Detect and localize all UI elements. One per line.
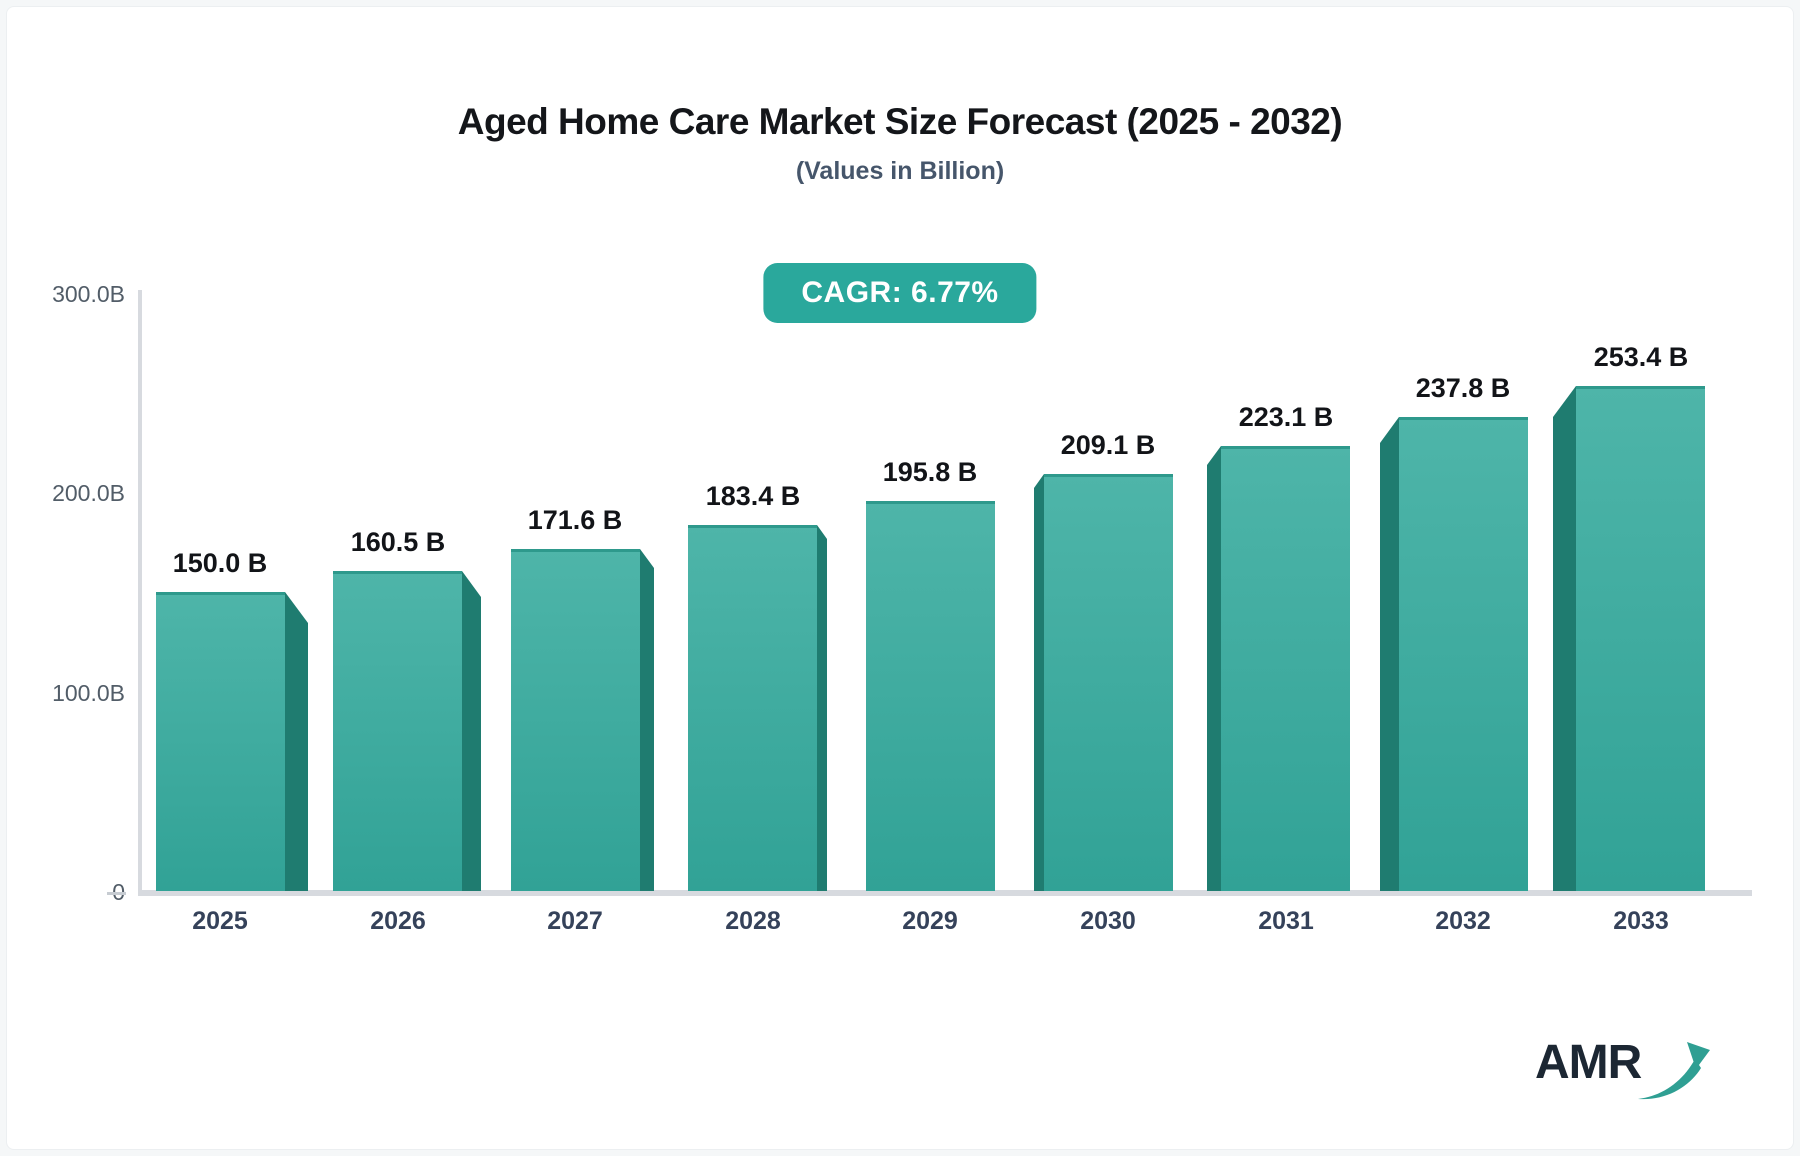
x-tick-label: 2028: [725, 907, 781, 935]
bar-top-edge: [688, 525, 817, 528]
x-axis-line: [138, 890, 1752, 896]
cagr-badge: CAGR: 6.77%: [763, 263, 1037, 323]
chart-title: Aged Home Care Market Size Forecast (202…: [457, 101, 1343, 142]
bar-2026: [333, 571, 481, 891]
x-tick-label: 2030: [1080, 907, 1136, 935]
bar-side-face: [1207, 446, 1221, 891]
bar-value-label: 160.5 B: [350, 527, 446, 557]
bar-value-label: 150.0 B: [172, 548, 268, 578]
x-tick-label: 2027: [547, 907, 603, 935]
bar-front-face: [866, 501, 995, 891]
chart-subtitle: (Values in Billion): [795, 157, 1005, 185]
x-tick-label: 2033: [1613, 907, 1669, 935]
bar-side-face: [462, 571, 481, 891]
logo-text: AMR: [1535, 1036, 1642, 1089]
x-tick-label: 2032: [1435, 907, 1491, 935]
logo: AMR: [1535, 1036, 1711, 1103]
bar-2030: [1034, 474, 1173, 891]
x-tick-label: 2026: [370, 907, 426, 935]
bar-2028: [688, 525, 827, 891]
bar-2031: [1207, 446, 1350, 891]
y-tick-dash: [107, 892, 126, 895]
bar-value-label: 253.4 B: [1593, 342, 1689, 372]
bar-side-face: [1553, 386, 1576, 891]
bar-front-face: [1399, 417, 1528, 891]
bar-front-face: [1221, 446, 1350, 891]
bar-top-edge: [866, 501, 995, 504]
x-tick-label: 2025: [192, 907, 248, 935]
bar-side-face: [1034, 474, 1044, 891]
bar-side-face: [817, 525, 827, 891]
bar-front-face: [333, 571, 462, 891]
y-tick-label: 200.0B: [52, 480, 125, 507]
x-tick-label: 2031: [1258, 907, 1314, 935]
bar-top-edge: [1221, 446, 1350, 449]
bar-front-face: [688, 525, 817, 891]
bar-top-edge: [1399, 417, 1528, 420]
bar-front-face: [1044, 474, 1173, 891]
y-tick-label: 100.0B: [52, 679, 125, 706]
chart-card: Aged Home Care Market Size Forecast (202…: [6, 6, 1794, 1150]
bar-side-face: [640, 549, 654, 891]
bar-top-edge: [156, 592, 285, 595]
bar-2033: [1553, 386, 1705, 891]
growth-arrow-icon: [1638, 1042, 1711, 1100]
bar-value-label: 209.1 B: [1060, 430, 1156, 460]
bar-2029: [866, 501, 995, 891]
y-tick-label: 300.0B: [52, 281, 125, 308]
bar-side-face: [285, 592, 308, 891]
x-tick-label: 2029: [902, 907, 958, 935]
bar-top-edge: [333, 571, 462, 574]
bar-2032: [1380, 417, 1528, 891]
bar-value-label: 223.1 B: [1238, 402, 1334, 432]
bar-2027: [511, 549, 654, 891]
bar-chart: Aged Home Care Market Size Forecast (202…: [7, 7, 1793, 1149]
bar-value-label: 237.8 B: [1415, 373, 1511, 403]
bar-side-face: [1380, 417, 1399, 891]
bar-front-face: [511, 549, 640, 891]
bar-top-edge: [1044, 474, 1173, 477]
bar-top-edge: [1576, 386, 1705, 389]
bar-value-label: 183.4 B: [705, 481, 801, 511]
bar-front-face: [156, 592, 285, 891]
bar-2025: [156, 592, 308, 891]
bar-value-label: 171.6 B: [527, 505, 623, 535]
bar-value-label: 195.8 B: [882, 457, 978, 487]
y-axis-line: [138, 290, 142, 896]
bar-top-edge: [511, 549, 640, 552]
bar-front-face: [1576, 386, 1705, 891]
